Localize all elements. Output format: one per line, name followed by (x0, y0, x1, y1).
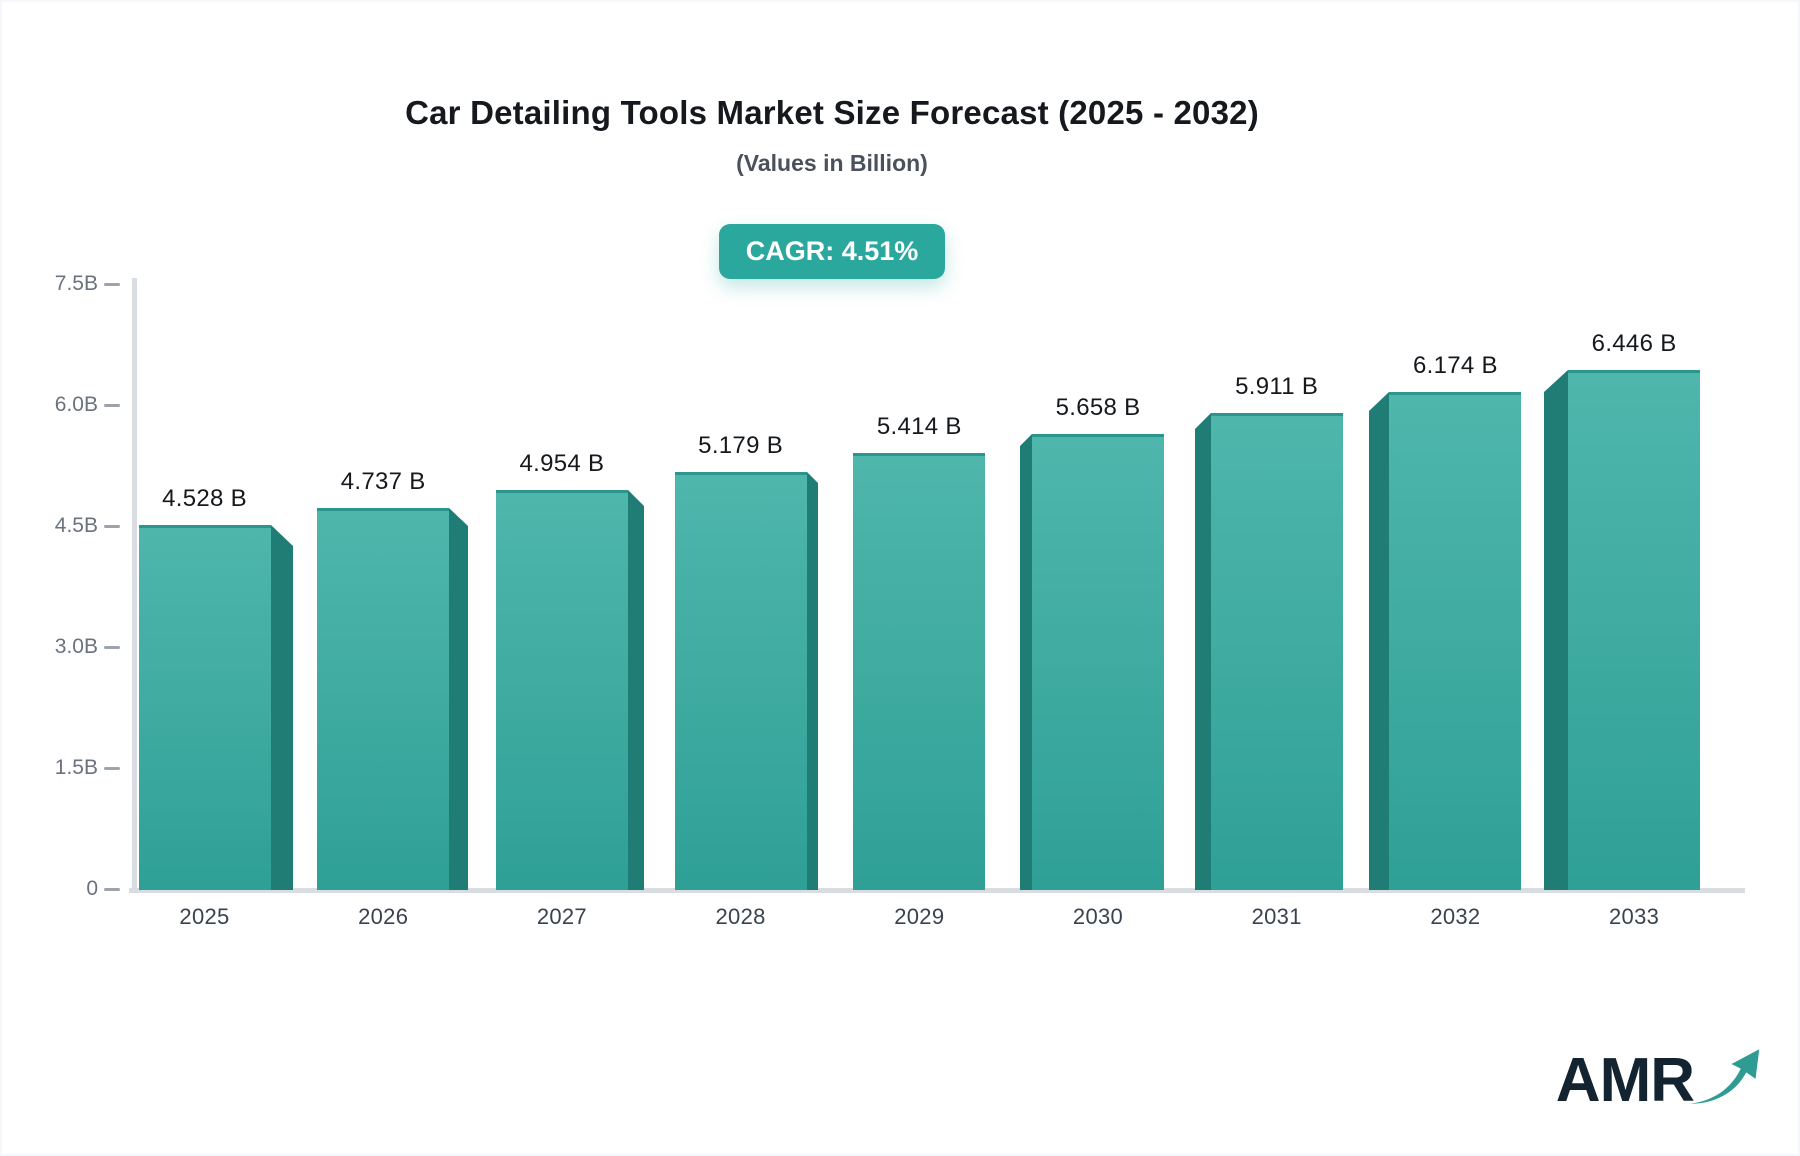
y-axis-tick-mark (104, 404, 120, 407)
bar-2025 (139, 525, 271, 890)
bar-2030 (1032, 434, 1164, 890)
bar-2028-side (807, 472, 818, 890)
chart-title: Car Detailing Tools Market Size Forecast… (405, 94, 1259, 131)
bar-2025-side (271, 525, 293, 890)
x-axis-label: 2033 (1609, 904, 1660, 929)
bar-value-label: 5.179 B (698, 432, 784, 459)
y-axis-tick-label: 6.0B (54, 393, 98, 416)
y-axis-tick-mark (104, 283, 120, 286)
bar-2032-side (1369, 392, 1389, 890)
x-axis-label: 2027 (536, 904, 587, 929)
bar-2028 (675, 472, 807, 890)
bar-2027-side (628, 490, 644, 890)
growth-arrow-path (1689, 1048, 1760, 1104)
bar-2027 (496, 490, 628, 890)
x-axis-label: 2030 (1072, 904, 1124, 929)
bar-value-label: 5.658 B (1055, 394, 1141, 421)
bar-2030-side (1020, 434, 1032, 890)
bar-value-label: 5.911 B (1235, 373, 1319, 400)
y-axis-tick-mark (104, 888, 120, 891)
x-axis-line (129, 888, 1745, 893)
bar-value-label: 4.528 B (162, 485, 247, 512)
bar-2032 (1389, 392, 1521, 890)
bar-value-label: 6.174 B (1412, 352, 1498, 379)
y-axis-tick-mark (104, 646, 120, 649)
y-axis-line (132, 278, 137, 892)
bar-value-label: 4.737 B (340, 468, 426, 495)
bar-2026 (317, 508, 449, 890)
y-axis-tick-mark (104, 525, 120, 528)
amr-logo: AMR (1556, 1045, 1762, 1116)
bar-2026-side (449, 508, 468, 890)
bar-2031 (1211, 413, 1343, 890)
bar-2033-side (1544, 370, 1568, 890)
cagr-badge-row: CAGR: 4.51% (2, 224, 1662, 279)
cagr-badge: CAGR: 4.51% (718, 224, 946, 279)
growth-arrow-icon (1689, 1048, 1760, 1104)
x-axis-label: 2025 (179, 904, 230, 929)
y-axis-tick-label: 1.5B (54, 756, 98, 779)
x-axis-label: 2031 (1251, 904, 1302, 929)
x-axis-label: 2026 (358, 904, 409, 929)
bar-value-label: 4.954 B (519, 450, 605, 477)
bar-2033 (1568, 370, 1700, 890)
y-axis-tick-label: 4.5B (54, 514, 98, 537)
chart-subtitle: (Values in Billion) (736, 150, 928, 176)
y-axis-tick-label: 3.0B (54, 635, 98, 658)
y-axis-tick-label: 7.5B (54, 272, 98, 295)
amr-logo-text: AMR (1555, 1046, 1695, 1115)
x-axis-label: 2029 (894, 904, 945, 929)
x-axis-label: 2028 (715, 904, 766, 929)
bar-value-label: 6.446 B (1591, 330, 1677, 357)
bar-2031-side (1195, 413, 1211, 890)
bar-value-label: 5.414 B (876, 413, 962, 440)
x-axis-label: 2032 (1430, 904, 1481, 929)
y-axis-tick-label: 0 (86, 877, 98, 900)
bar-2029 (853, 453, 985, 890)
y-axis-tick-mark (104, 767, 120, 770)
